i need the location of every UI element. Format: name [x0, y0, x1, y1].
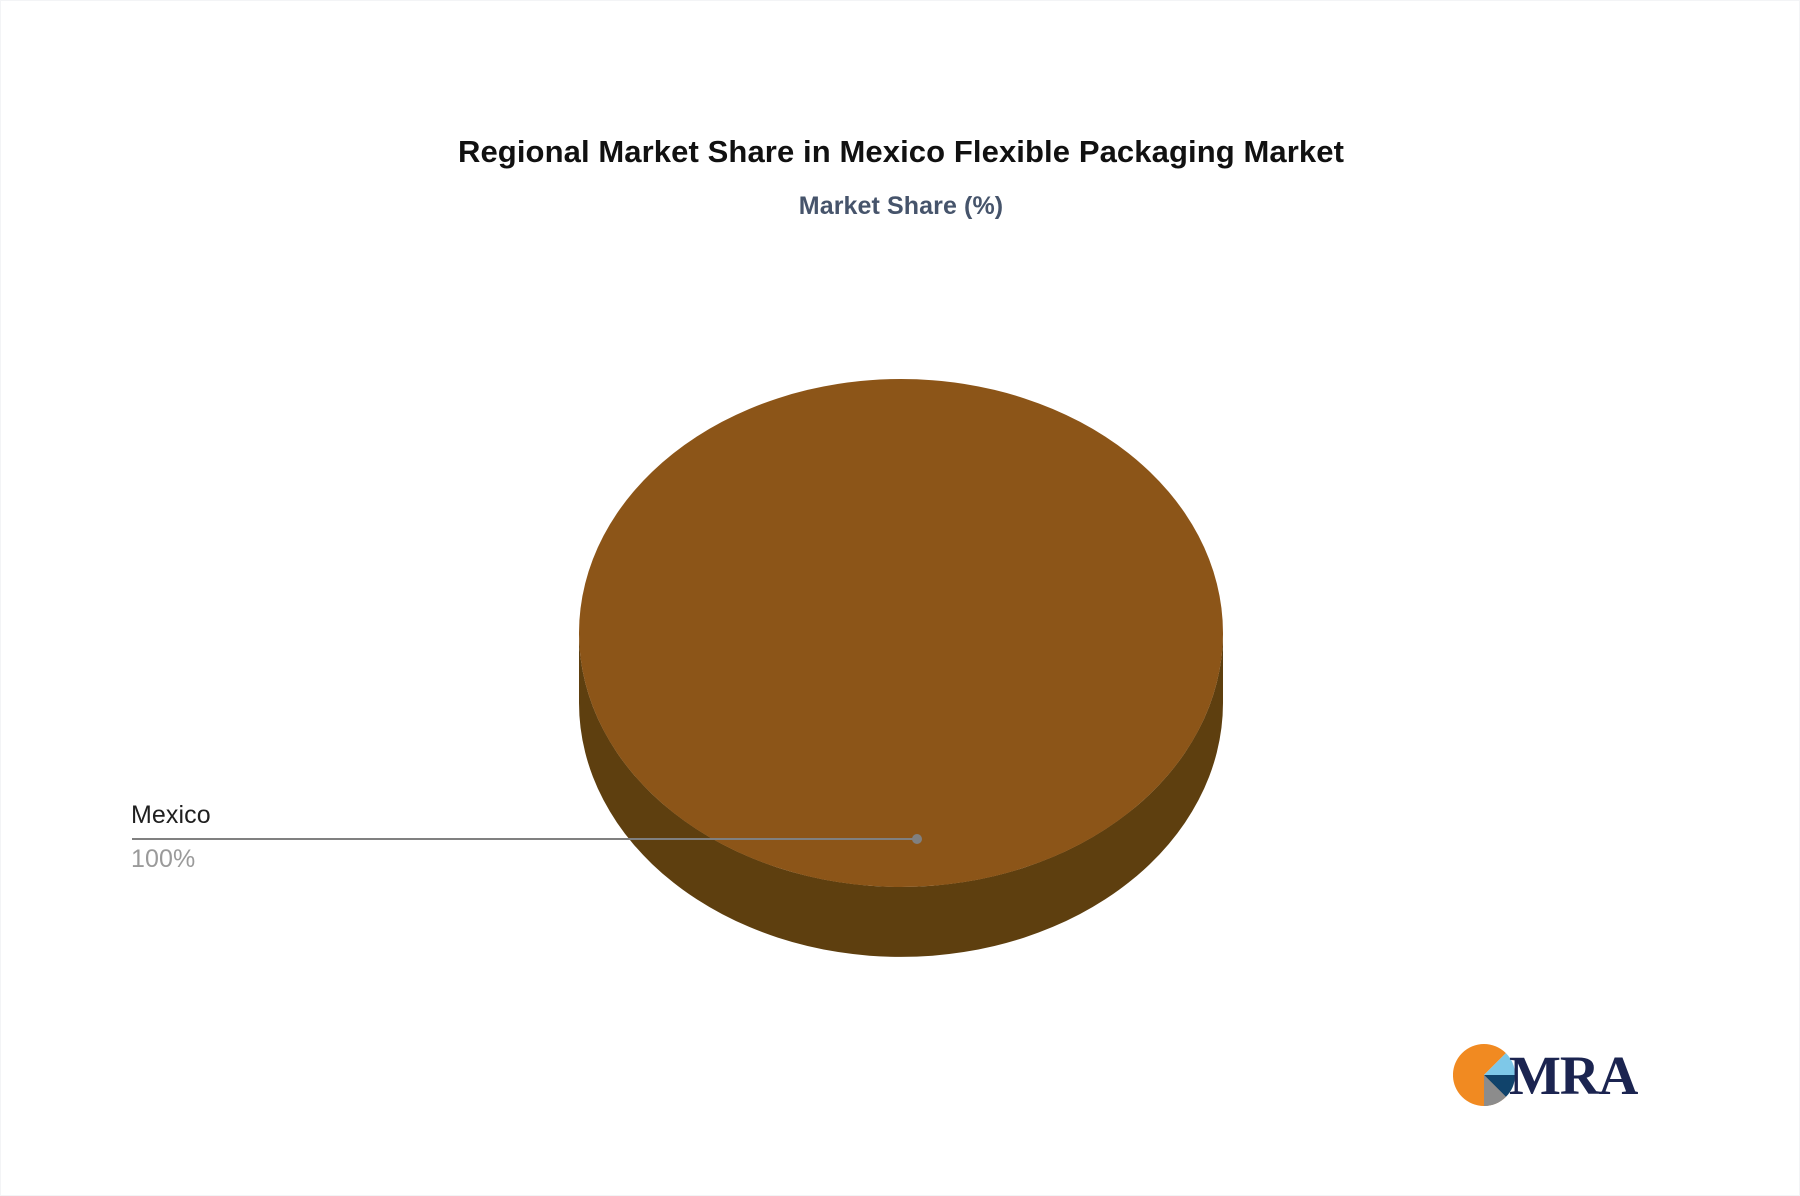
- logo-slice-gray: [1484, 1075, 1506, 1106]
- slice-label-mexico: Mexico 100%: [131, 799, 461, 877]
- pie-chart-logo-icon: [1453, 1044, 1515, 1106]
- pie-slice-mexico[interactable]: [571, 369, 1231, 969]
- logo-slice-navy: [1484, 1075, 1515, 1097]
- chart-subtitle: Market Share (%): [798, 192, 1004, 220]
- slice-label-value: 100%: [131, 844, 196, 873]
- pie-slice-top-mexico: [579, 379, 1223, 887]
- chart-title: Regional Market Share in Mexico Flexible…: [457, 134, 1345, 169]
- logo-wordmark: MRA: [1509, 1044, 1638, 1106]
- slice-label-name: Mexico: [131, 801, 211, 829]
- mra-logo: MRA: [1453, 1039, 1683, 1111]
- pie-slice-side-mexico: [579, 633, 1223, 957]
- pie-chart: [571, 369, 1231, 969]
- logo-slice-light-blue: [1484, 1053, 1515, 1075]
